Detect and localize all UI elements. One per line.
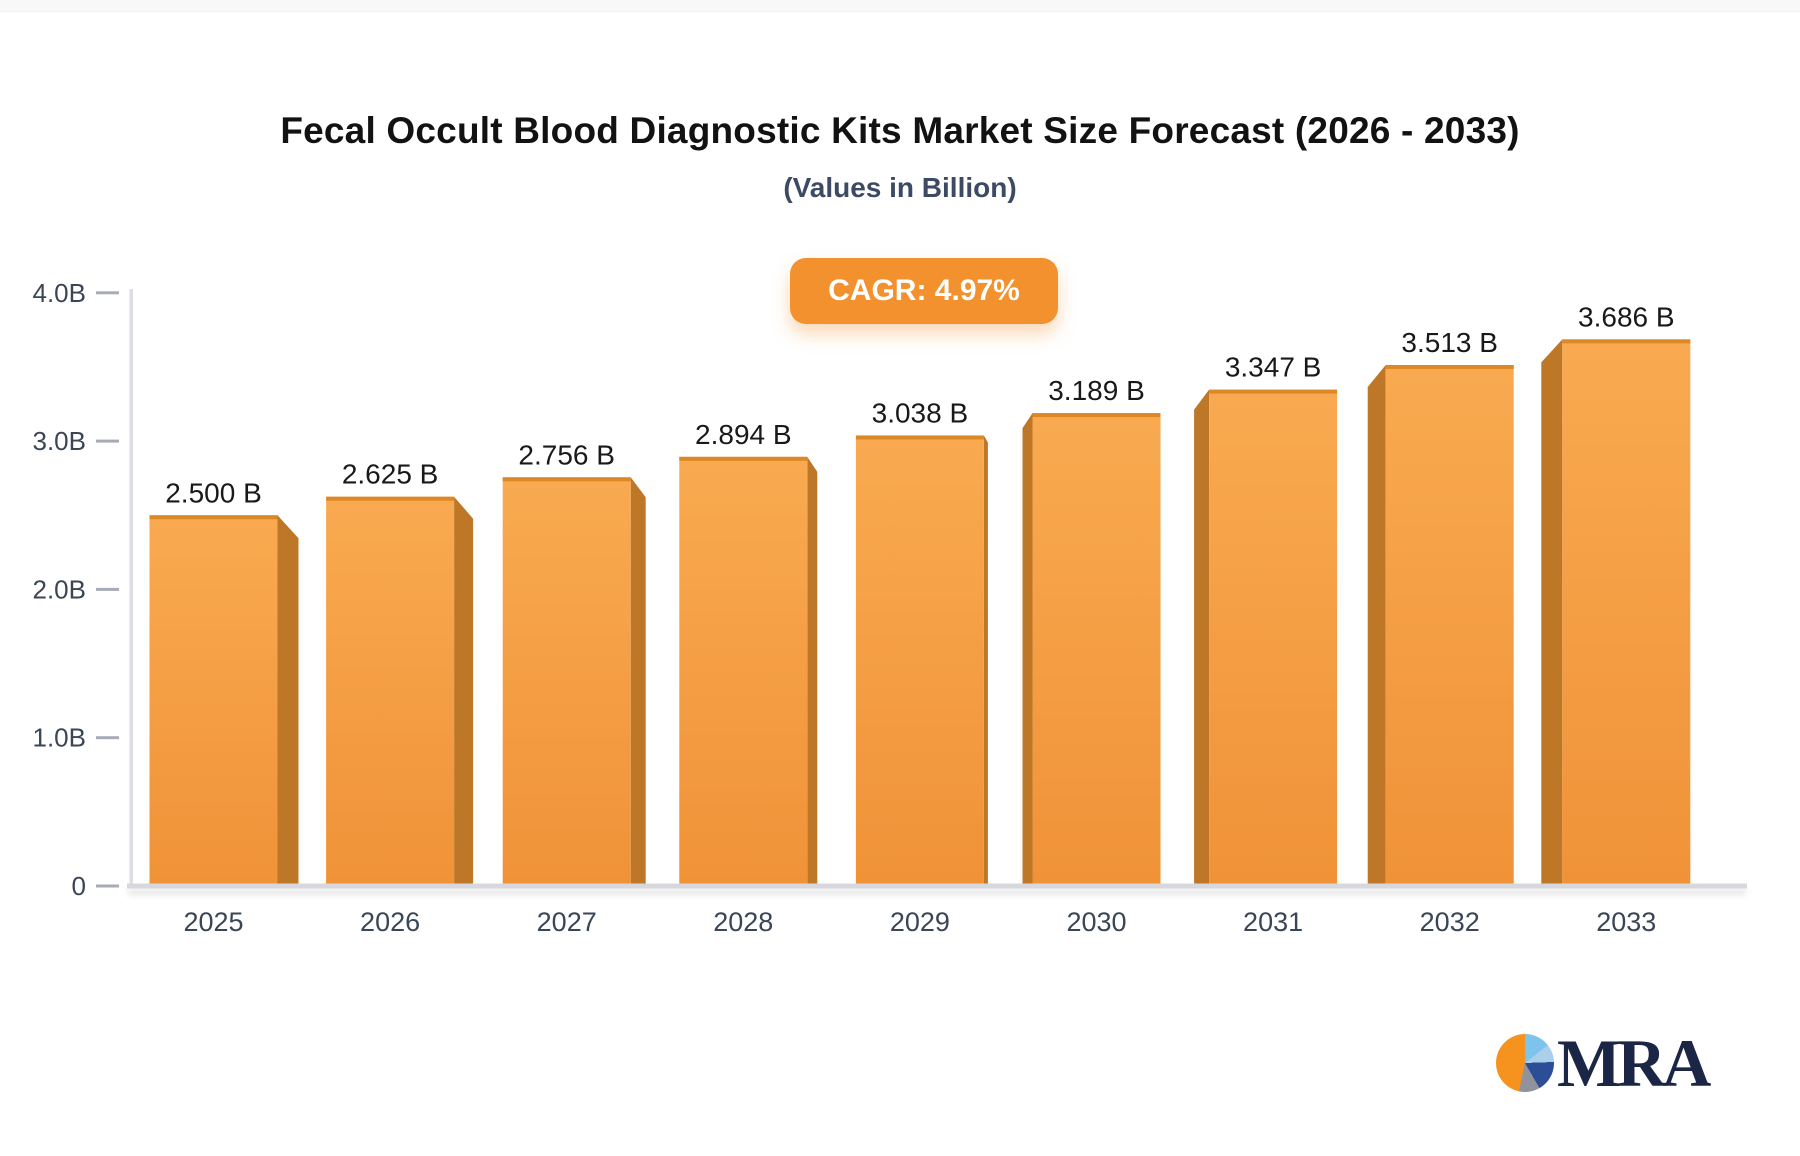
bar-2029: [855, 435, 984, 886]
bar-side-panel-2031: [1194, 389, 1210, 886]
bar-top-edge-2031: [1209, 389, 1338, 394]
bar-value-label: 2.756 B: [518, 439, 615, 470]
x-tick-label: 2032: [1420, 907, 1480, 937]
bar-value-label: 3.189 B: [1048, 375, 1145, 406]
y-tick-label: 3.0B: [33, 426, 87, 456]
x-tick-label: 2026: [360, 907, 420, 937]
x-tick-label: 2031: [1243, 907, 1303, 937]
bar-side-panel-2028: [807, 456, 818, 886]
pie-chart-icon: [1496, 1034, 1554, 1092]
x-tick-label: 2028: [713, 907, 773, 937]
bar-top-edge-2029: [855, 435, 984, 440]
y-tick-dash: [96, 587, 119, 591]
y-tick-dash: [96, 736, 119, 740]
bar-top-edge-2026: [326, 496, 455, 501]
y-tick-dash: [96, 884, 119, 888]
bar-side-panel-2029: [983, 435, 988, 886]
bar-top-edge-2025: [149, 515, 278, 520]
page-top-strip: [0, 0, 1800, 12]
bar-side-panel-2030: [1022, 413, 1033, 886]
x-tick-label: 2027: [537, 907, 597, 937]
brand-logo: MRA: [1496, 1025, 1711, 1101]
cagr-badge-label: CAGR: 4.97%: [828, 274, 1020, 307]
cagr-badge: CAGR: 4.97%: [790, 258, 1058, 324]
bar-top-edge-2032: [1385, 365, 1514, 370]
x-axis-line: [127, 883, 1747, 889]
bar-2028: [679, 456, 808, 886]
chart-title: Fecal Occult Blood Diagnostic Kits Marke…: [280, 110, 1520, 151]
bar-2031: [1209, 389, 1338, 886]
bar-side-panel-2026: [454, 496, 474, 886]
bar-side-panel-2027: [630, 477, 646, 886]
bar-top-edge-2033: [1562, 339, 1691, 344]
x-tick-label: 2029: [890, 907, 950, 937]
bar-2025: [149, 515, 278, 886]
brand-logo-text: MRA: [1557, 1025, 1711, 1101]
y-tick-dash: [96, 291, 119, 295]
bar-2033: [1562, 339, 1691, 886]
x-tick-label: 2025: [183, 907, 243, 937]
bar-2032: [1385, 365, 1514, 886]
bar-value-label: 2.625 B: [342, 459, 439, 490]
y-tick-label: 1.0B: [33, 723, 87, 753]
y-tick-label: 0: [72, 871, 86, 901]
bar-side-panel-2032: [1367, 365, 1386, 886]
x-tick-label: 2033: [1596, 907, 1656, 937]
bar-value-label: 3.038 B: [872, 397, 969, 428]
y-tick-label: 2.0B: [33, 574, 87, 604]
bar-2026: [326, 496, 455, 886]
bar-side-panel-2033: [1541, 339, 1563, 886]
bar-2030: [1032, 413, 1161, 886]
bar-value-label: 2.894 B: [695, 419, 792, 450]
bar-value-label: 3.686 B: [1578, 301, 1675, 332]
chart-subtitle: (Values in Billion): [783, 172, 1017, 203]
bar-side-panel-2025: [277, 515, 299, 886]
bar-2027: [502, 477, 631, 886]
y-axis-line: [129, 289, 133, 887]
bar-top-edge-2028: [679, 456, 808, 461]
x-tick-label: 2030: [1066, 907, 1126, 937]
bar-value-label: 3.513 B: [1401, 327, 1498, 358]
bar-top-edge-2030: [1032, 413, 1161, 418]
bar-value-label: 3.347 B: [1225, 352, 1322, 383]
y-tick-label: 4.0B: [33, 278, 87, 308]
y-tick-dash: [96, 439, 119, 443]
baseline-shadow: [128, 889, 1746, 895]
bar-top-edge-2027: [502, 477, 631, 482]
bar-value-label: 2.500 B: [165, 477, 262, 508]
